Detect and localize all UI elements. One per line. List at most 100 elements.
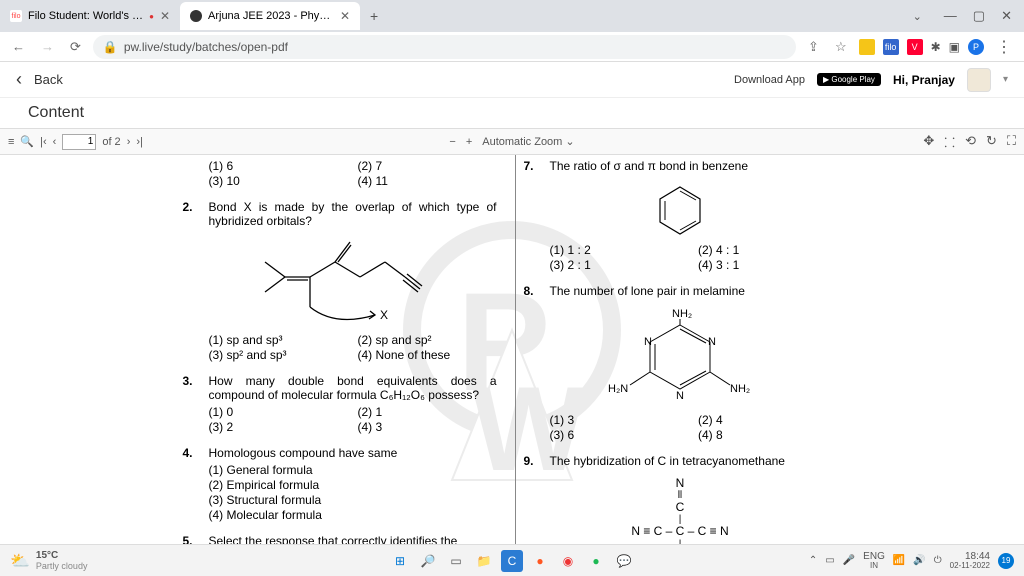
star-icon[interactable]: ☆ <box>831 39 851 55</box>
close-button[interactable]: ✕ <box>1001 8 1012 24</box>
app-icon[interactable]: 💬 <box>613 550 635 572</box>
caret-down-icon[interactable]: ▾ <box>1003 74 1008 85</box>
weather-widget[interactable]: ⛅ 15°C Partly cloudy <box>10 550 87 571</box>
option: (4) 11 <box>358 174 497 188</box>
tool-fullscreen-icon[interactable]: ⛶ <box>1007 133 1016 151</box>
q-text: The ratio of σ and π bond in benzene <box>550 159 837 173</box>
next-page-button[interactable]: › <box>127 136 131 148</box>
ext-icon[interactable]: filo <box>883 39 899 55</box>
search-button[interactable]: 🔎 <box>417 550 439 572</box>
maximize-button[interactable]: ▢ <box>973 8 985 24</box>
q-text: The number of lone pair in melamine <box>550 284 837 298</box>
content-title: Content <box>0 98 1024 129</box>
pdf-left-column: (1) 6 (2) 7 (3) 10 (4) 11 2. Bond X is m… <box>175 155 505 557</box>
extension-icons: filo V ✱ ▣ P <box>859 39 984 55</box>
q-text: Homologous compound have same <box>209 446 497 460</box>
clock-date: 02-11-2022 <box>950 562 990 570</box>
last-page-button[interactable]: ›| <box>136 136 143 148</box>
volume-icon[interactable]: 🔊 <box>913 555 925 566</box>
notification-badge[interactable]: 19 <box>998 553 1014 569</box>
zoom-out-button[interactable]: − <box>449 136 455 148</box>
tab-filo[interactable]: filo Filo Student: World's Only Li ● ✕ <box>0 2 180 30</box>
prev-page-button[interactable]: ‹ <box>53 136 57 148</box>
wifi-icon[interactable]: 📶 <box>893 555 905 566</box>
download-app-label: Download App <box>734 74 805 86</box>
pdf-right-column: 7. The ratio of σ and π bond in benzene … <box>515 155 845 565</box>
tab-title: Arjuna JEE 2023 - Physics Wallah <box>208 10 334 22</box>
ext-icon[interactable] <box>859 39 875 55</box>
q-num: 9. <box>524 454 550 471</box>
back-label[interactable]: Back <box>34 72 722 87</box>
url-input[interactable]: 🔒 pw.live/study/batches/open-pdf <box>93 35 796 59</box>
option: (1) General formula <box>209 463 497 477</box>
mic-icon[interactable]: 🎤 <box>843 555 855 566</box>
q-num: 4. <box>183 446 209 522</box>
clock-time[interactable]: 18:44 <box>950 552 990 562</box>
svg-text:N: N <box>676 390 684 402</box>
ext-icon[interactable]: V <box>907 39 923 55</box>
profile-icon[interactable]: P <box>968 39 984 55</box>
option: (3) 6 <box>550 428 689 442</box>
tool-move-icon[interactable]: ✥ <box>923 133 934 151</box>
spotify-icon[interactable]: ● <box>585 550 607 572</box>
pdf-viewport[interactable]: P W (1) 6 (2) 7 (3) 10 (4) 11 2. Bond X … <box>0 155 1024 565</box>
nav-reload[interactable]: ⟳ <box>66 39 85 55</box>
new-tab-button[interactable]: + <box>360 8 388 24</box>
ext-icon[interactable]: ▣ <box>949 40 960 54</box>
battery-icon[interactable]: ▭ <box>825 555 834 566</box>
close-icon[interactable]: ✕ <box>340 9 350 23</box>
tool-rotate-ccw-icon[interactable]: ⟲ <box>965 133 976 151</box>
option: (1) 0 <box>209 405 348 419</box>
first-page-button[interactable]: |‹ <box>40 136 47 148</box>
nav-forward: → <box>37 39 58 54</box>
share-icon[interactable]: ⇪ <box>804 39 823 55</box>
task-view-button[interactable]: ▭ <box>445 550 467 572</box>
kebab-menu[interactable]: ⋮ <box>992 37 1016 57</box>
search-icon[interactable]: 🔍 <box>20 135 34 148</box>
start-button[interactable]: ⊞ <box>389 550 411 572</box>
back-chevron-icon[interactable]: ‹ <box>16 69 22 90</box>
close-icon[interactable]: ✕ <box>160 9 170 23</box>
option: (1) 3 <box>550 413 689 427</box>
app-icon[interactable]: C <box>501 550 523 572</box>
tool-select-icon[interactable]: ⸬ <box>944 133 955 151</box>
tab-pw[interactable]: Arjuna JEE 2023 - Physics Wallah ✕ <box>180 2 360 30</box>
page-header: ‹ Back Download App ▶ Google Play Hi, Pr… <box>0 62 1024 98</box>
option: (2) 7 <box>358 159 497 173</box>
power-icon[interactable]: ⏻ <box>934 555 942 566</box>
ext-icon[interactable]: ✱ <box>931 40 941 54</box>
avatar[interactable] <box>967 68 991 92</box>
lang-label[interactable]: ENG <box>863 552 885 562</box>
option: (1) 6 <box>209 159 348 173</box>
minimize-button[interactable]: — <box>944 8 957 24</box>
zoom-select[interactable]: Automatic Zoom ⌄ <box>482 135 574 148</box>
q-num: 2. <box>183 200 209 231</box>
taskbar-center: ⊞ 🔎 ▭ 📁 C ● ◉ ● 💬 <box>389 550 635 572</box>
option: (3) Structural formula <box>209 493 497 507</box>
page-number-input[interactable] <box>62 134 96 150</box>
address-bar: ← → ⟳ 🔒 pw.live/study/batches/open-pdf ⇪… <box>0 32 1024 62</box>
option: (3) 2 <box>209 420 348 434</box>
url-text: pw.live/study/batches/open-pdf <box>124 40 288 54</box>
page-of-label: of 2 <box>102 136 120 148</box>
chevron-down-icon[interactable]: ⌄ <box>903 10 932 23</box>
google-play-badge[interactable]: ▶ Google Play <box>817 73 881 86</box>
app-icon[interactable]: ● <box>529 550 551 572</box>
app-icon[interactable]: ◉ <box>557 550 579 572</box>
explorer-icon[interactable]: 📁 <box>473 550 495 572</box>
svg-text:NH₂: NH₂ <box>672 308 692 320</box>
svg-text:X: X <box>380 308 388 322</box>
svg-text:N: N <box>644 336 652 348</box>
tray-chevron-icon[interactable]: ⌃ <box>809 555 817 566</box>
weather-cond: Partly cloudy <box>36 561 88 571</box>
region-label: IN <box>863 562 885 570</box>
tool-rotate-cw-icon[interactable]: ↻ <box>986 133 997 151</box>
taskbar: ⛅ 15°C Partly cloudy ⊞ 🔎 ▭ 📁 C ● ◉ ● 💬 ⌃… <box>0 544 1024 576</box>
nav-back[interactable]: ← <box>8 39 29 54</box>
menu-icon[interactable]: ≡ <box>8 136 14 148</box>
option: (1) 1 : 2 <box>550 243 689 257</box>
option: (2) 1 <box>358 405 497 419</box>
pdf-toolbar: ≡ 🔍 |‹ ‹ of 2 › ›| − + Automatic Zoom ⌄ … <box>0 129 1024 155</box>
zoom-in-button[interactable]: + <box>466 136 472 148</box>
browser-tabstrip: filo Filo Student: World's Only Li ● ✕ A… <box>0 0 1024 32</box>
